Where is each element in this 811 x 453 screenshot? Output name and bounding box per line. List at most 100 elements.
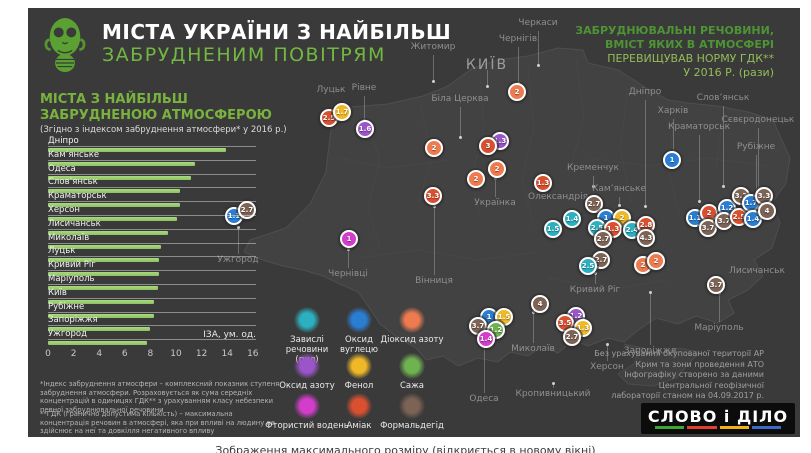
map-city-label: Краматорськ	[667, 122, 731, 132]
bar-city-label: Лисичанськ	[48, 219, 256, 230]
map-city-label: Кременчук	[567, 163, 619, 173]
logo-stripe	[719, 426, 749, 429]
pollution-dot-no2: 2	[647, 252, 665, 270]
city-point	[537, 64, 540, 67]
bar-row: Слов’янськ	[48, 178, 256, 194]
legend-label: Діоксид азоту	[380, 335, 444, 345]
map-city-label: Олександрія	[527, 192, 588, 202]
map-city-label: Маріуполь	[694, 323, 744, 333]
legend-dot-dust	[294, 307, 320, 333]
label-leader-line	[607, 345, 608, 361]
label-leader-line	[484, 345, 485, 393]
map-city-label: Українка	[474, 198, 516, 208]
bar-value	[48, 258, 160, 263]
pollution-dot-fa: 2.7	[563, 328, 581, 346]
logo-stripes	[655, 426, 781, 429]
legend-dot-hf	[294, 393, 320, 419]
pollution-dot-nh3: 3.3	[424, 187, 442, 205]
chart-title: МІСТА З НАЙБІЛЬШ ЗАБРУДНЕНОЮ АТМОСФЕРОЮ	[40, 92, 272, 124]
bar-value	[48, 244, 161, 249]
bar-row: Дніпро	[48, 137, 256, 152]
legend-item-soot: Сажа	[364, 353, 460, 391]
legend-label: Оксид азоту	[279, 381, 335, 391]
city-point	[698, 200, 701, 203]
logo-stripe	[751, 426, 781, 429]
bar-city-label: Краматорськ	[48, 192, 256, 203]
bar-value	[48, 175, 192, 180]
pollution-dot-no2: 2	[467, 170, 485, 188]
map-city-label: Харків	[657, 106, 689, 116]
right-header-line: ВМІСТ ЯКИХ В АТМОСФЕРІ	[605, 38, 774, 51]
footnote-iza: *Індекс забруднення атмосфери – комплекс…	[40, 380, 280, 414]
legend-label: Оксид вуглецю	[339, 335, 379, 355]
map-city-label: Слов’янськ	[696, 93, 750, 103]
right-header: ЗАБРУДНЮВАЛЬНІ РЕЧОВИНИ, ВМІСТ ЯКИХ В АТМ…	[575, 24, 774, 80]
map-city-label: Луцьк	[316, 85, 346, 95]
x-axis-tick: 6	[121, 349, 128, 359]
x-axis-tick: 4	[96, 349, 103, 359]
legend-dot-no2	[399, 307, 425, 333]
map-city-label: Ужгород	[217, 255, 259, 265]
legend-item-co: Оксид вуглецю	[311, 307, 407, 355]
main-title-line2: ЗАБРУДНЕНИМ ПОВІТРЯМ	[102, 44, 386, 66]
label-leader-line	[593, 176, 594, 186]
main-title: МІСТА УКРАЇНИ З НАЙБІЛЬШ ЗАБРУДНЕНИМ ПОВ…	[102, 21, 451, 67]
bar-city-label: Маріуполь	[48, 274, 256, 285]
label-leader-line	[758, 128, 759, 204]
pollution-dot-fa: 4	[758, 202, 776, 220]
footnote-gdk: **ГДК (гранично допустима кількість) – м…	[40, 410, 276, 436]
bar-city-label: Київ	[48, 288, 256, 299]
bar-row: Кам’янське	[48, 150, 256, 166]
label-leader-line	[518, 47, 519, 83]
full-size-image-link[interactable]: Зображення максимального розміру (відкри…	[215, 444, 596, 453]
legend-item-no2: Діоксид азоту	[364, 307, 460, 345]
bar-row: Херсон	[48, 205, 256, 221]
bar-value	[48, 148, 226, 152]
map-city-label: Вінниця	[415, 276, 453, 286]
infographic[interactable]: Черкаси Чернігів Житомир КИЇВ Біла Церква Луц…	[28, 8, 800, 437]
bar-value	[48, 299, 155, 304]
legend: Завислі речовини (пил)Оксид вуглецюДіокс…	[28, 8, 800, 437]
bar-row: Луцьк	[48, 247, 256, 263]
x-axis: 0 2 4 6 8 10 12 14 16	[28, 349, 288, 361]
label-leader-line	[434, 207, 435, 275]
logo-text: СЛОВО і ДІЛО	[647, 407, 789, 426]
map-labels-layer: Черкаси Чернігів Житомир КИЇВ Біла Церква Луц…	[28, 8, 800, 437]
city-point	[237, 226, 240, 229]
legend-label: Сажа	[399, 381, 424, 391]
city-point	[618, 204, 621, 207]
bar-row: Лисичанськ	[48, 219, 256, 235]
pollution-dot-fa: 2.7	[238, 201, 256, 219]
legend-item-phenol: Фенол	[311, 353, 407, 391]
label-leader-line	[619, 197, 620, 205]
pollution-dot-fa: 2.7	[585, 195, 603, 213]
pollution-dot-no: 1.6	[356, 120, 374, 138]
axis-unit-label: ІЗА, ум. од.	[203, 330, 256, 340]
pollution-dot-fa: 2.7	[594, 230, 612, 248]
label-leader-line	[645, 100, 646, 206]
label-leader-line	[719, 294, 720, 322]
map-city-label: Черкаси	[518, 18, 558, 28]
legend-label: Фенол	[344, 381, 374, 391]
credits-line: Крим та зони проведення АТО	[635, 359, 764, 369]
gas-mask-icon	[44, 18, 86, 72]
label-leader-line	[533, 313, 534, 343]
map-city-label: Житомир	[410, 42, 456, 52]
pollution-dot-no2: 2	[425, 139, 443, 157]
legend-label: Формальдегід	[380, 421, 444, 431]
legend-dot-phenol	[346, 353, 372, 379]
city-point	[486, 85, 489, 88]
city-point	[494, 177, 497, 180]
bar-value	[48, 161, 196, 166]
ukraine-map	[243, 47, 791, 387]
crimea-outline	[617, 343, 702, 387]
bar-value	[48, 327, 151, 332]
map-city-label: Біла Церква	[431, 94, 489, 104]
slovo-i-dilo-logo: СЛОВО і ДІЛО	[641, 403, 795, 434]
label-leader-line	[364, 96, 365, 120]
bar-city-label: Дніпро	[48, 137, 256, 147]
x-axis-tick: 8	[147, 349, 154, 359]
label-leader-line	[460, 107, 461, 137]
legend-item-nh3: Аміак	[311, 393, 407, 431]
